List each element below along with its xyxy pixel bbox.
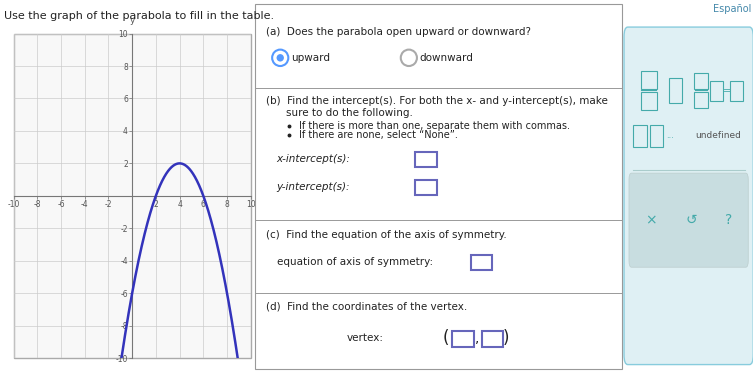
FancyBboxPatch shape xyxy=(471,255,492,270)
FancyBboxPatch shape xyxy=(629,173,748,267)
FancyBboxPatch shape xyxy=(641,71,657,89)
FancyBboxPatch shape xyxy=(416,180,437,195)
Text: vertex:: vertex: xyxy=(346,333,383,343)
Text: Use the graph of the parabola to fill in the table.: Use the graph of the parabola to fill in… xyxy=(4,11,274,21)
FancyBboxPatch shape xyxy=(416,152,437,167)
FancyBboxPatch shape xyxy=(669,78,681,103)
Circle shape xyxy=(401,50,417,66)
Text: sure to do the following.: sure to do the following. xyxy=(285,108,413,118)
FancyBboxPatch shape xyxy=(482,331,503,347)
Text: y-intercept(s):: y-intercept(s): xyxy=(276,182,350,191)
FancyBboxPatch shape xyxy=(650,125,663,147)
FancyBboxPatch shape xyxy=(694,73,708,89)
Circle shape xyxy=(272,50,288,66)
Text: If there are none, select “None”.: If there are none, select “None”. xyxy=(299,131,458,140)
Text: (c)  Find the equation of the axis of symmetry.: (c) Find the equation of the axis of sym… xyxy=(266,230,506,240)
Text: y: y xyxy=(130,16,135,25)
Text: =: = xyxy=(723,86,731,96)
FancyBboxPatch shape xyxy=(730,81,742,101)
Text: ×: × xyxy=(645,213,657,227)
FancyBboxPatch shape xyxy=(694,92,708,108)
Text: (b)  Find the intercept(s). For both the x- and y-intercept(s), make: (b) Find the intercept(s). For both the … xyxy=(266,97,608,106)
Text: upward: upward xyxy=(291,53,331,63)
FancyBboxPatch shape xyxy=(711,81,723,101)
FancyBboxPatch shape xyxy=(641,92,657,110)
Text: x: x xyxy=(257,191,262,200)
Text: (d)  Find the coordinates of the vertex.: (d) Find the coordinates of the vertex. xyxy=(266,302,467,311)
FancyBboxPatch shape xyxy=(633,125,647,147)
Bar xyxy=(14,34,251,358)
Text: downward: downward xyxy=(420,53,474,63)
Text: undefined: undefined xyxy=(695,131,741,140)
Text: equation of axis of symmetry:: equation of axis of symmetry: xyxy=(276,257,433,267)
Circle shape xyxy=(276,54,284,62)
Text: If there is more than one, separate them with commas.: If there is more than one, separate them… xyxy=(299,121,569,131)
FancyBboxPatch shape xyxy=(453,331,474,347)
Text: ...: ... xyxy=(666,131,674,140)
Text: ↺: ↺ xyxy=(685,213,697,227)
Text: (a)  Does the parabola open upward or downward?: (a) Does the parabola open upward or dow… xyxy=(266,27,531,37)
Text: ): ) xyxy=(502,329,509,347)
FancyBboxPatch shape xyxy=(255,4,622,369)
Text: Español: Español xyxy=(713,4,751,14)
Text: ?: ? xyxy=(724,213,732,227)
FancyBboxPatch shape xyxy=(624,27,753,364)
Text: x-intercept(s):: x-intercept(s): xyxy=(276,154,350,163)
Text: (: ( xyxy=(443,329,449,347)
Text: ,: , xyxy=(474,331,479,345)
